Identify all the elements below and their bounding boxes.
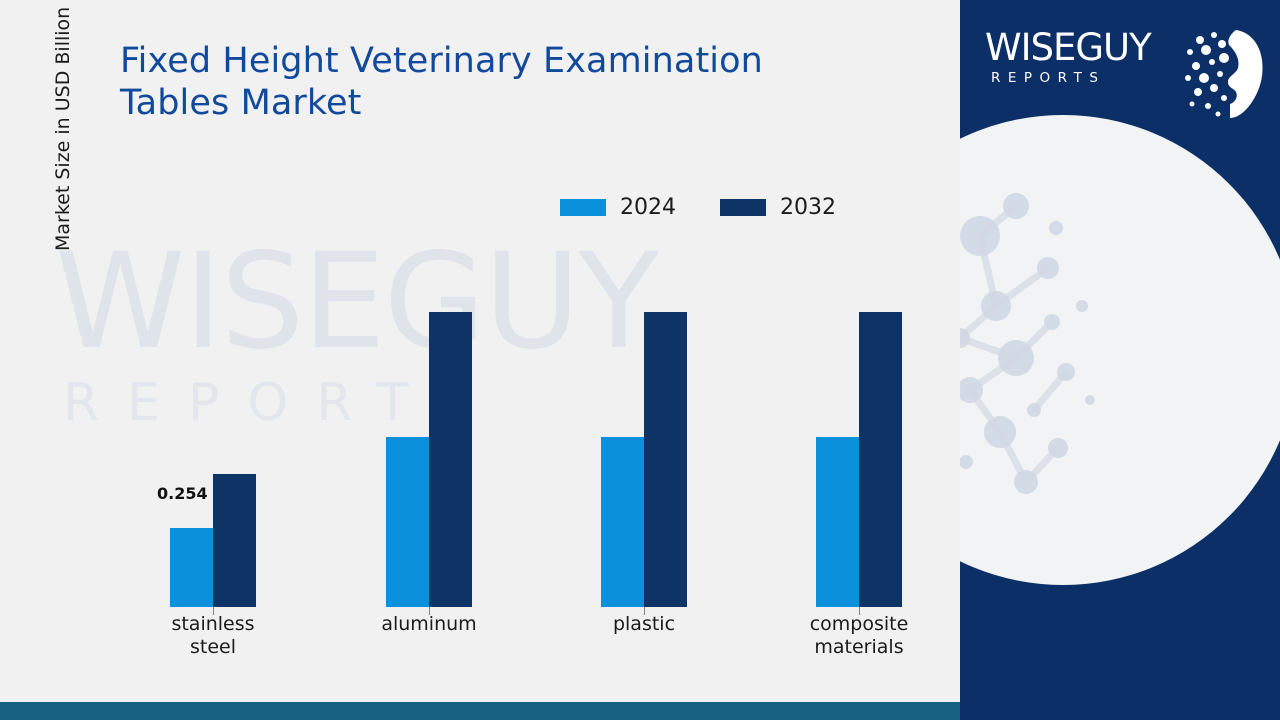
x-axis-tick [644, 607, 645, 615]
x-axis-label: stainless steel [171, 613, 255, 658]
bar-chart: Market Size in USD Billion stainless ste… [52, 7, 909, 658]
x-axis-tick [859, 607, 860, 615]
dot-network-pattern [960, 193, 1095, 494]
bar-2024-aluminum[interactable] [386, 437, 429, 607]
logo-face-icon [1185, 30, 1263, 118]
bar-2024-stainless-steel[interactable] [170, 528, 213, 607]
bar-2032-aluminum[interactable] [429, 312, 472, 607]
legend-item-2032[interactable]: 2032 [720, 195, 836, 220]
bar-2032-stainless-steel[interactable] [213, 474, 256, 607]
bar-2024-plastic[interactable] [601, 437, 644, 607]
legend-swatch-icon [720, 199, 766, 216]
plot-area: stainless steel aluminum plastic composite … [157, 312, 909, 658]
legend-label: 2024 [620, 195, 676, 220]
logo-subtitle: REPORTS [991, 70, 1106, 86]
brand-panel [960, 0, 1280, 720]
x-axis-tick [429, 607, 430, 615]
x-axis-tick [213, 607, 214, 615]
x-axis-label: aluminum [381, 613, 477, 635]
bottom-accent-strip [0, 702, 960, 720]
logo-word-wise: WISE [985, 26, 1076, 69]
legend-label: 2032 [780, 195, 836, 220]
bar-2032-plastic[interactable] [644, 312, 687, 607]
chart-legend: 2024 2032 [560, 195, 836, 220]
legend-swatch-icon [560, 199, 606, 216]
page-title: Fixed Height Veterinary Examination Tabl… [120, 41, 763, 123]
bar-2032-composite-materials[interactable] [859, 312, 902, 607]
logo-word-guy: GUY [1075, 26, 1151, 69]
bar-data-label: 0.254 [157, 484, 208, 503]
bar-2024-composite-materials[interactable] [816, 437, 859, 607]
wiseguy-reports-logo: WISEGUY REPORTS [985, 28, 1263, 118]
x-axis-label: plastic [612, 613, 676, 635]
logo-wordmark: WISEGUY [985, 28, 1260, 68]
x-axis-label: composite materials [809, 613, 909, 658]
legend-item-2024[interactable]: 2024 [560, 195, 676, 220]
